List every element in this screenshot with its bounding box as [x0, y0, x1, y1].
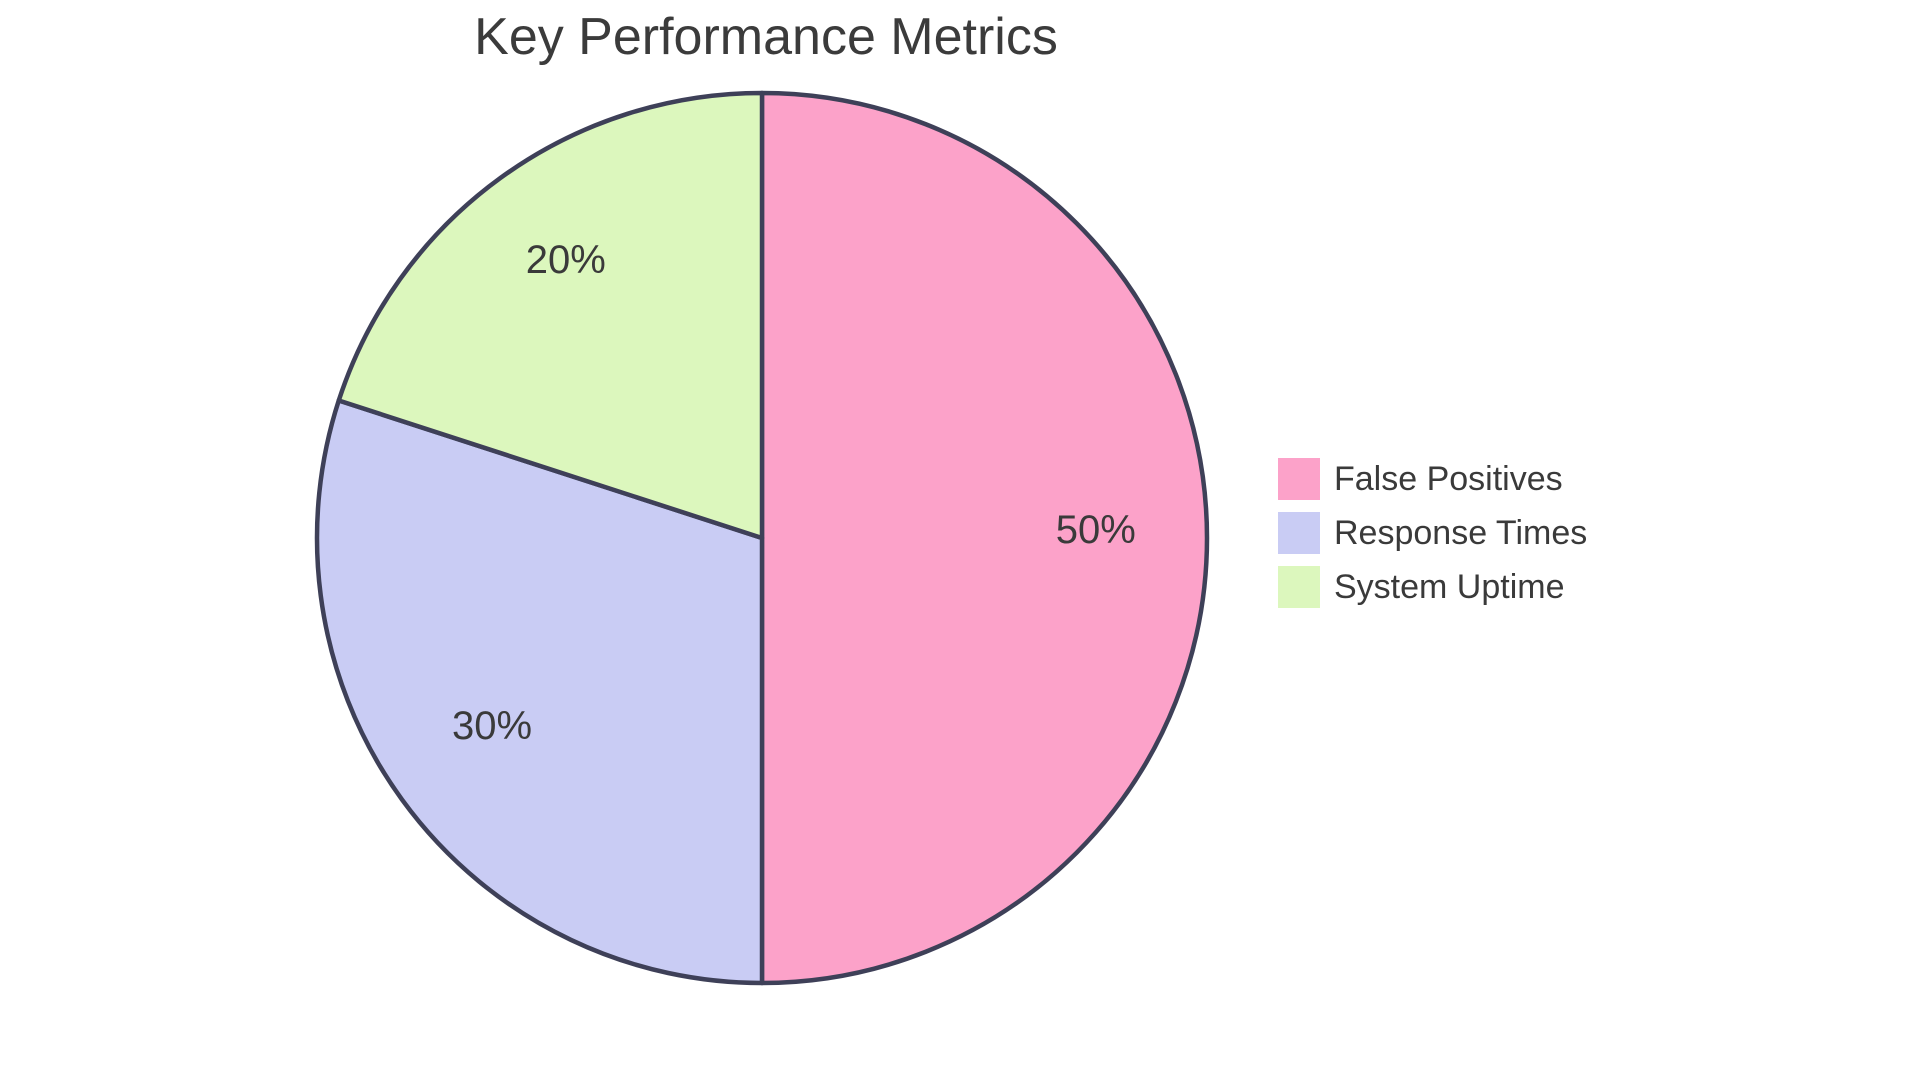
slice-percent-label-false-positives: 50% — [1056, 508, 1136, 552]
chart-title: Key Performance Metrics — [474, 8, 1058, 66]
legend-swatch-system-uptime — [1278, 566, 1320, 608]
slice-percent-label-system-uptime: 20% — [526, 238, 606, 282]
legend-item-response-times[interactable]: Response Times — [1278, 512, 1587, 554]
legend-label-false-positives: False Positives — [1334, 460, 1563, 498]
legend-label-response-times: Response Times — [1334, 514, 1588, 552]
legend-item-false-positives[interactable]: False Positives — [1278, 458, 1587, 500]
legend: False Positives Response Times System Upti… — [1278, 458, 1587, 608]
legend-swatch-false-positives — [1278, 458, 1320, 500]
slice-percent-label-response-times: 30% — [452, 704, 532, 748]
pie-slice-system-uptime[interactable] — [336, 90, 765, 541]
legend-item-system-uptime[interactable]: System Uptime — [1278, 566, 1587, 608]
legend-label-system-uptime: System Uptime — [1334, 568, 1565, 606]
pie-slice-false-positives[interactable] — [759, 90, 1210, 986]
pie-slice-response-times[interactable] — [314, 398, 765, 986]
legend-swatch-response-times — [1278, 512, 1320, 554]
